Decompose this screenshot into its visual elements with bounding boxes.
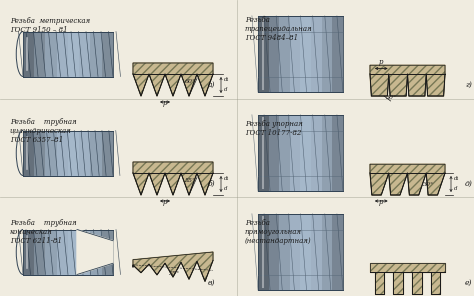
Text: 30°: 30° [386, 95, 397, 100]
Bar [269, 115, 280, 191]
Bar [79, 131, 91, 176]
Text: в): в) [208, 279, 216, 287]
Text: 60°: 60° [185, 79, 196, 84]
Text: ГОСТ 10177-82: ГОСТ 10177-82 [245, 129, 301, 137]
Bar [46, 229, 57, 274]
Text: d: d [224, 186, 228, 191]
Text: d₁: d₁ [224, 176, 230, 181]
Bar [68, 131, 80, 176]
Text: (нестандартная): (нестандартная) [245, 237, 311, 245]
Text: б): б) [208, 180, 216, 188]
Bar [91, 31, 102, 76]
Bar [311, 16, 322, 92]
Text: 55°: 55° [185, 178, 196, 183]
Text: Резьба: Резьба [245, 16, 270, 24]
Bar [23, 131, 113, 176]
Text: ГОСТ 6357–81: ГОСТ 6357–81 [10, 136, 63, 144]
Bar [46, 31, 57, 76]
Text: прямоугольная: прямоугольная [245, 228, 302, 236]
Bar [301, 16, 311, 92]
Text: d: d [454, 186, 457, 191]
Bar [332, 214, 344, 290]
Bar [322, 214, 333, 290]
Text: е): е) [465, 279, 473, 287]
Bar [23, 31, 113, 76]
Bar [322, 115, 333, 191]
Text: Резьба: Резьба [245, 219, 270, 227]
Bar [57, 31, 69, 76]
Bar [34, 31, 46, 76]
Bar [311, 115, 322, 191]
Polygon shape [133, 162, 213, 195]
Text: р: р [379, 59, 383, 67]
Text: д): д) [465, 180, 473, 188]
Text: ГОСТ 9150 – 81: ГОСТ 9150 – 81 [10, 26, 68, 34]
Bar [311, 214, 322, 290]
Bar [279, 16, 291, 92]
Bar [332, 115, 344, 191]
Bar [258, 214, 269, 290]
Polygon shape [77, 229, 113, 274]
Bar [332, 16, 344, 92]
Text: а): а) [208, 81, 216, 89]
Bar [91, 229, 102, 274]
Polygon shape [370, 164, 445, 195]
Text: d₁: d₁ [454, 176, 460, 181]
Bar [301, 115, 311, 191]
Text: Резьба упорная: Резьба упорная [245, 120, 303, 128]
Bar [290, 115, 301, 191]
Bar [102, 229, 113, 274]
Bar [79, 31, 91, 76]
Text: 30°: 30° [422, 182, 434, 187]
Bar [57, 131, 69, 176]
Bar [23, 131, 35, 176]
Polygon shape [133, 63, 213, 96]
Bar [290, 16, 301, 92]
Bar [290, 214, 301, 290]
Bar [102, 31, 113, 76]
Bar [322, 16, 333, 92]
Bar [301, 214, 311, 290]
Bar [258, 214, 343, 290]
Polygon shape [370, 65, 445, 96]
Bar [68, 229, 80, 274]
Text: Резьба    трубная: Резьба трубная [10, 118, 77, 126]
Text: коническая: коническая [10, 228, 53, 236]
Text: р: р [379, 198, 383, 206]
Bar [258, 115, 269, 191]
Bar [279, 214, 291, 290]
Bar [258, 115, 343, 191]
Text: Резьба    трубная: Резьба трубная [10, 219, 77, 227]
Bar [68, 31, 80, 76]
Text: р: р [163, 198, 167, 206]
Bar [23, 229, 113, 274]
Text: d₁: d₁ [224, 77, 230, 82]
Text: 55°: 55° [169, 271, 180, 276]
Text: г): г) [465, 81, 472, 89]
Bar [57, 229, 69, 274]
Text: цилиндрическая: цилиндрическая [10, 127, 72, 135]
Bar [23, 229, 35, 274]
Bar [23, 31, 35, 76]
Bar [102, 131, 113, 176]
Polygon shape [370, 263, 445, 294]
Text: Резьба  метрическая: Резьба метрическая [10, 17, 90, 25]
Text: d: d [224, 87, 228, 92]
Bar [269, 214, 280, 290]
Bar [79, 229, 91, 274]
Bar [34, 131, 46, 176]
Bar [279, 115, 291, 191]
Bar [91, 131, 102, 176]
Polygon shape [133, 252, 213, 281]
Bar [258, 16, 343, 92]
Bar [258, 16, 269, 92]
Bar [46, 131, 57, 176]
Text: ГОСТ 6211-81: ГОСТ 6211-81 [10, 237, 62, 245]
Text: трапецеидальная: трапецеидальная [245, 25, 313, 33]
Bar [269, 16, 280, 92]
Bar [34, 229, 46, 274]
Text: р: р [163, 99, 167, 107]
Text: ГОСТ 9484–81: ГОСТ 9484–81 [245, 34, 298, 42]
